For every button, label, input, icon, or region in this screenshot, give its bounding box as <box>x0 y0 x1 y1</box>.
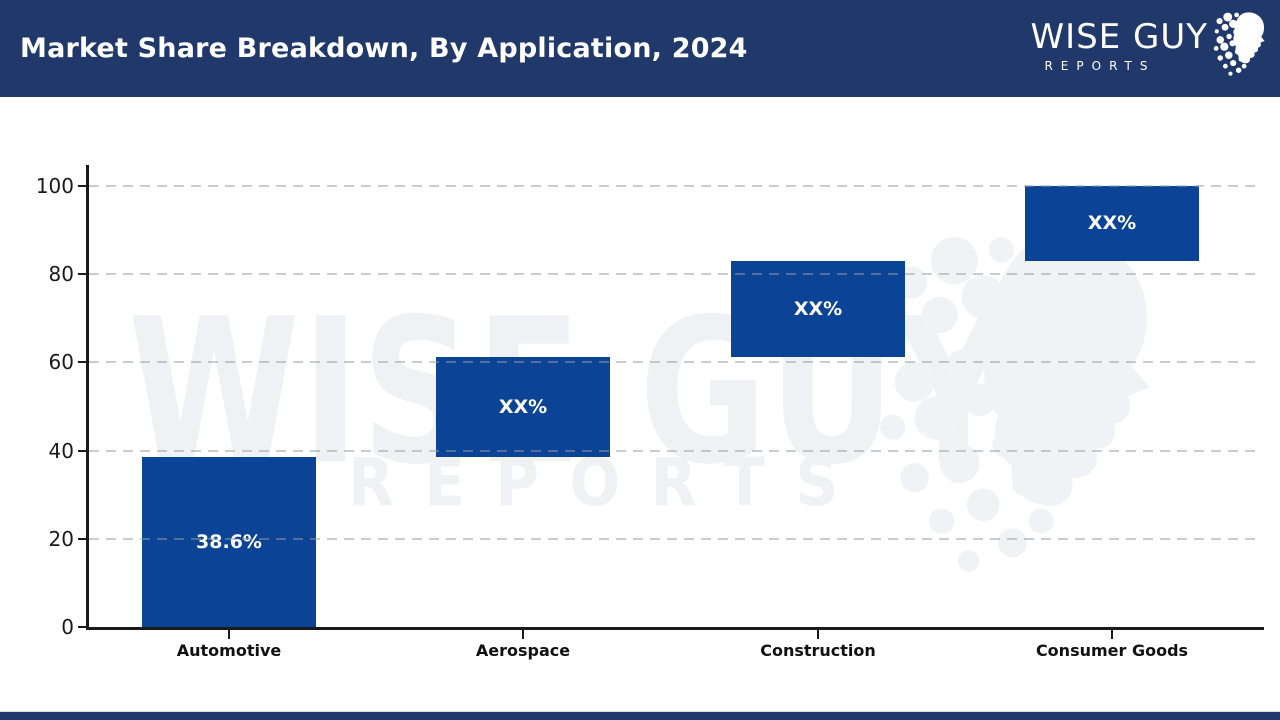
y-tick-label: 40 <box>48 438 74 463</box>
gridline <box>89 273 1262 276</box>
bar-value-label: XX% <box>498 395 548 418</box>
x-category-label: Automotive <box>176 641 282 660</box>
bar-value-label: 38.6% <box>196 530 262 553</box>
gridline <box>89 449 1262 452</box>
y-tick-mark <box>78 361 86 364</box>
watermark-subtitle: REPORTS <box>348 444 869 521</box>
x-axis-line <box>86 627 1264 630</box>
bar-segment: XX% <box>731 260 905 358</box>
footer-divider <box>0 711 1280 712</box>
y-tick-mark <box>78 273 86 276</box>
y-tick-mark <box>78 185 86 187</box>
brand-subtitle-text: REPORTS <box>1044 58 1156 73</box>
header-bar: Market Share Breakdown, By Application, … <box>0 0 1280 97</box>
brand-logo: WISE GUY REPORTS <box>1030 6 1268 84</box>
y-tick-label: 0 <box>61 615 74 639</box>
chart-title: Market Share Breakdown, By Application, … <box>20 33 748 64</box>
x-category-label: Construction <box>760 641 876 660</box>
y-tick-mark <box>78 537 86 540</box>
bar-value-label: XX% <box>793 298 843 321</box>
x-category-label: Aerospace <box>475 641 571 660</box>
gridline <box>89 185 1262 187</box>
gridline <box>89 537 1262 540</box>
y-tick-label: 20 <box>48 526 74 551</box>
x-tick-mark <box>228 630 230 639</box>
y-tick-label: 80 <box>48 262 74 287</box>
y-axis-line <box>86 165 89 630</box>
brand-name-text: WISE GUY <box>1030 17 1208 57</box>
x-category-label: Consumer Goods <box>1035 641 1189 660</box>
x-tick-mark <box>1111 630 1113 639</box>
footer-bar <box>0 712 1280 720</box>
y-tick-mark <box>78 626 86 628</box>
x-tick-mark <box>817 630 819 639</box>
y-tick-mark <box>78 449 86 452</box>
bar-segment: 38.6% <box>142 456 316 627</box>
gridline <box>89 361 1262 364</box>
wiseguy-face-icon <box>1210 6 1268 84</box>
x-tick-mark <box>522 630 524 639</box>
bar-segment: XX% <box>1025 186 1199 261</box>
bar-value-label: XX% <box>1087 212 1137 235</box>
y-tick-label: 60 <box>48 350 74 375</box>
bar-segment: XX% <box>436 357 610 457</box>
y-tick-label: 100 <box>35 174 74 198</box>
brand-wordmark: WISE GUY REPORTS <box>1030 17 1208 73</box>
